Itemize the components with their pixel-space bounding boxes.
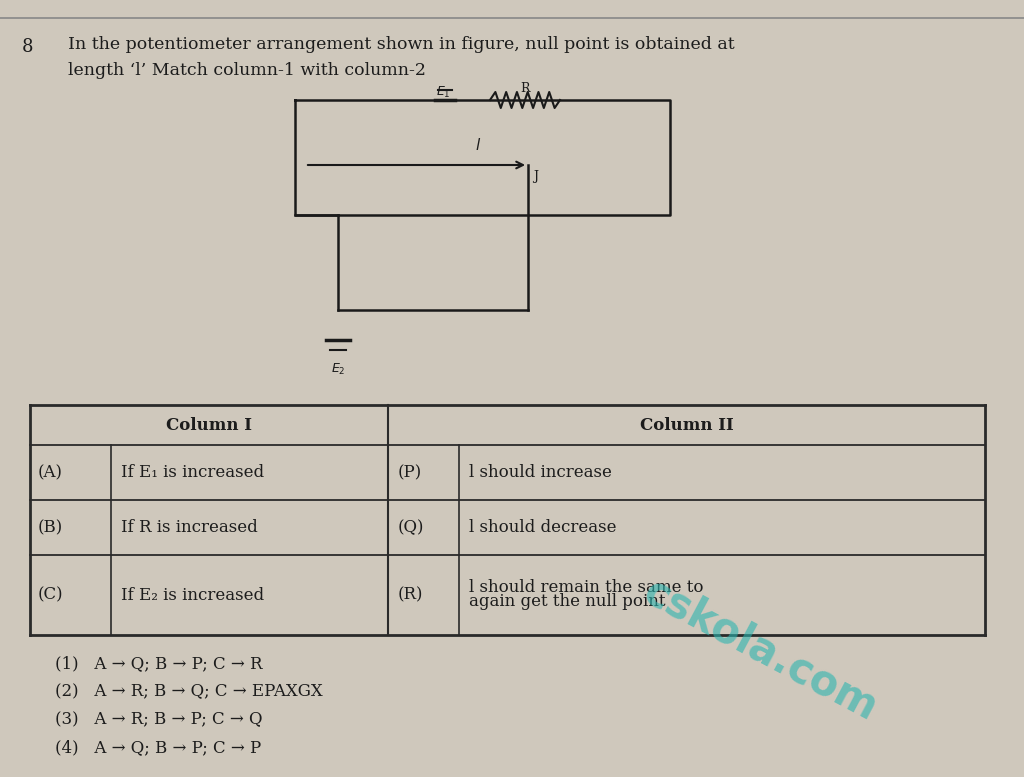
Text: $E_1$: $E_1$ xyxy=(435,85,451,100)
Text: $l$: $l$ xyxy=(475,137,481,153)
Text: l should increase: l should increase xyxy=(469,464,612,481)
Text: 8: 8 xyxy=(22,38,34,56)
Text: (P): (P) xyxy=(398,464,422,481)
Text: (R): (R) xyxy=(398,587,424,604)
Text: $E_2$: $E_2$ xyxy=(331,362,345,377)
Text: (3)   A → R; B → P; C → Q: (3) A → R; B → P; C → Q xyxy=(55,711,262,728)
Text: cskola.com: cskola.com xyxy=(636,570,884,730)
Text: (C): (C) xyxy=(38,587,63,604)
Text: If R is increased: If R is increased xyxy=(121,519,258,536)
Text: (B): (B) xyxy=(38,519,63,536)
Text: l should decrease: l should decrease xyxy=(469,519,616,536)
Text: l should remain the same to: l should remain the same to xyxy=(469,580,703,597)
Text: Column II: Column II xyxy=(640,416,733,434)
Text: If E₂ is increased: If E₂ is increased xyxy=(121,587,264,604)
Text: If E₁ is increased: If E₁ is increased xyxy=(121,464,264,481)
Text: (2)   A → R; B → Q; C → EPAXGX: (2) A → R; B → Q; C → EPAXGX xyxy=(55,683,323,700)
Text: J: J xyxy=(534,170,538,183)
Text: (4)   A → Q; B → P; C → P: (4) A → Q; B → P; C → P xyxy=(55,739,261,756)
Text: R: R xyxy=(520,82,529,95)
Text: (A): (A) xyxy=(38,464,63,481)
Text: (Q): (Q) xyxy=(398,519,425,536)
Text: length ‘l’ Match column-1 with column-2: length ‘l’ Match column-1 with column-2 xyxy=(68,62,426,79)
Text: Column I: Column I xyxy=(166,416,252,434)
Text: (1)   A → Q; B → P; C → R: (1) A → Q; B → P; C → R xyxy=(55,655,262,672)
Text: In the potentiometer arrangement shown in figure, null point is obtained at: In the potentiometer arrangement shown i… xyxy=(68,36,734,53)
Text: again get the null point: again get the null point xyxy=(469,594,666,611)
